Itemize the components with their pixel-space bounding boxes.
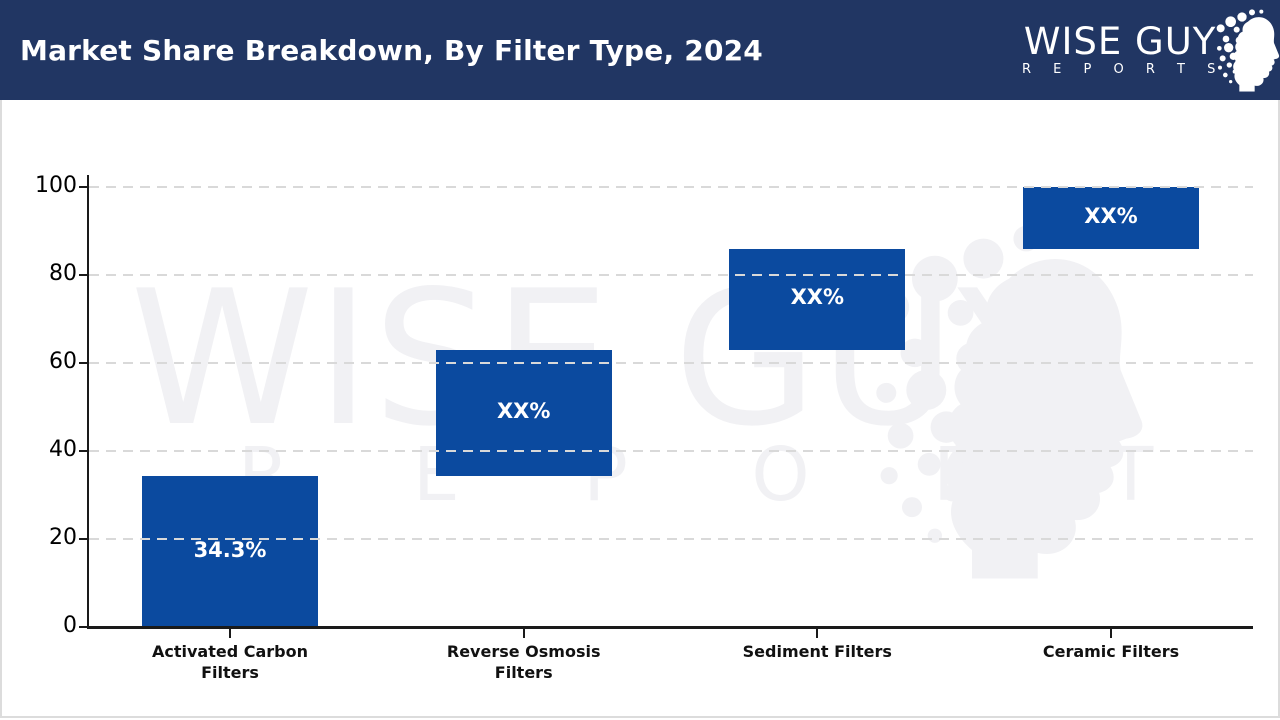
x-tick-mark — [229, 629, 231, 638]
gridline — [89, 450, 1253, 452]
gridline — [89, 362, 1253, 364]
y-tick-label: 80 — [49, 261, 77, 286]
bar — [142, 476, 318, 627]
logo-face-icon — [1216, 7, 1280, 93]
x-category-label: Ceramic Filters — [1042, 642, 1180, 661]
y-tick-label: 0 — [63, 613, 77, 638]
logo-wordmark: WISE GUY — [1023, 19, 1217, 63]
bar — [435, 349, 612, 477]
y-tick-mark — [79, 450, 88, 452]
x-category-label: Reverse Osmosis Filters — [446, 642, 601, 682]
y-axis — [87, 175, 89, 629]
bar — [1023, 187, 1199, 249]
bar-label: XX% — [1084, 203, 1138, 228]
y-tick-label: 60 — [49, 349, 77, 374]
bar — [729, 248, 906, 350]
x-tick-mark — [816, 629, 819, 638]
y-tick-mark — [79, 274, 88, 276]
bar-label: 34.3% — [193, 537, 267, 562]
chart-frame — [0, 100, 1280, 718]
y-tick-mark — [79, 362, 88, 364]
gridline — [89, 538, 1253, 540]
x-category-label: Sediment Filters — [742, 642, 892, 661]
y-tick-label: 100 — [35, 173, 77, 198]
bar-label: XX% — [790, 285, 845, 310]
gridline — [89, 274, 1253, 276]
x-tick-mark — [522, 629, 525, 638]
logo-reports-label: R E P O R T S — [1022, 62, 1225, 78]
y-tick-label: 20 — [49, 525, 77, 550]
y-tick-mark — [79, 538, 88, 540]
wiseguy-logo: WISE GUY R E P O R T S — [1016, 4, 1270, 96]
x-category-label: Activated Carbon Filters — [151, 642, 308, 682]
header: Market Share Breakdown, By Filter Type, … — [0, 0, 1280, 100]
page-title: Market Share Breakdown, By Filter Type, … — [20, 33, 763, 67]
gridline — [89, 186, 1253, 188]
bar-label: XX% — [496, 398, 551, 423]
watermark-face-icon — [872, 212, 1172, 588]
y-tick-label: 40 — [49, 437, 77, 462]
y-tick-mark — [79, 186, 88, 188]
logo-text: WISE GUY R E P O R T S — [1016, 19, 1225, 78]
x-tick-mark — [1110, 629, 1112, 638]
x-axis — [87, 626, 1253, 629]
y-tick-mark — [79, 626, 88, 628]
